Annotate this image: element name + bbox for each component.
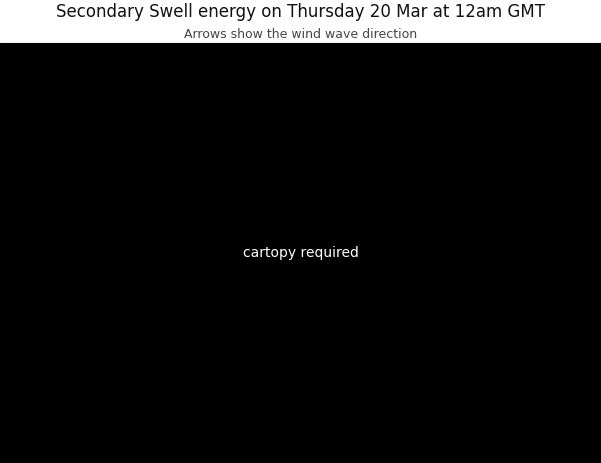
- Text: cartopy required: cartopy required: [243, 246, 358, 260]
- Text: Secondary Swell energy on Thursday 20 Mar at 12am GMT: Secondary Swell energy on Thursday 20 Ma…: [56, 3, 545, 21]
- Text: Arrows show the wind wave direction: Arrows show the wind wave direction: [184, 28, 417, 41]
